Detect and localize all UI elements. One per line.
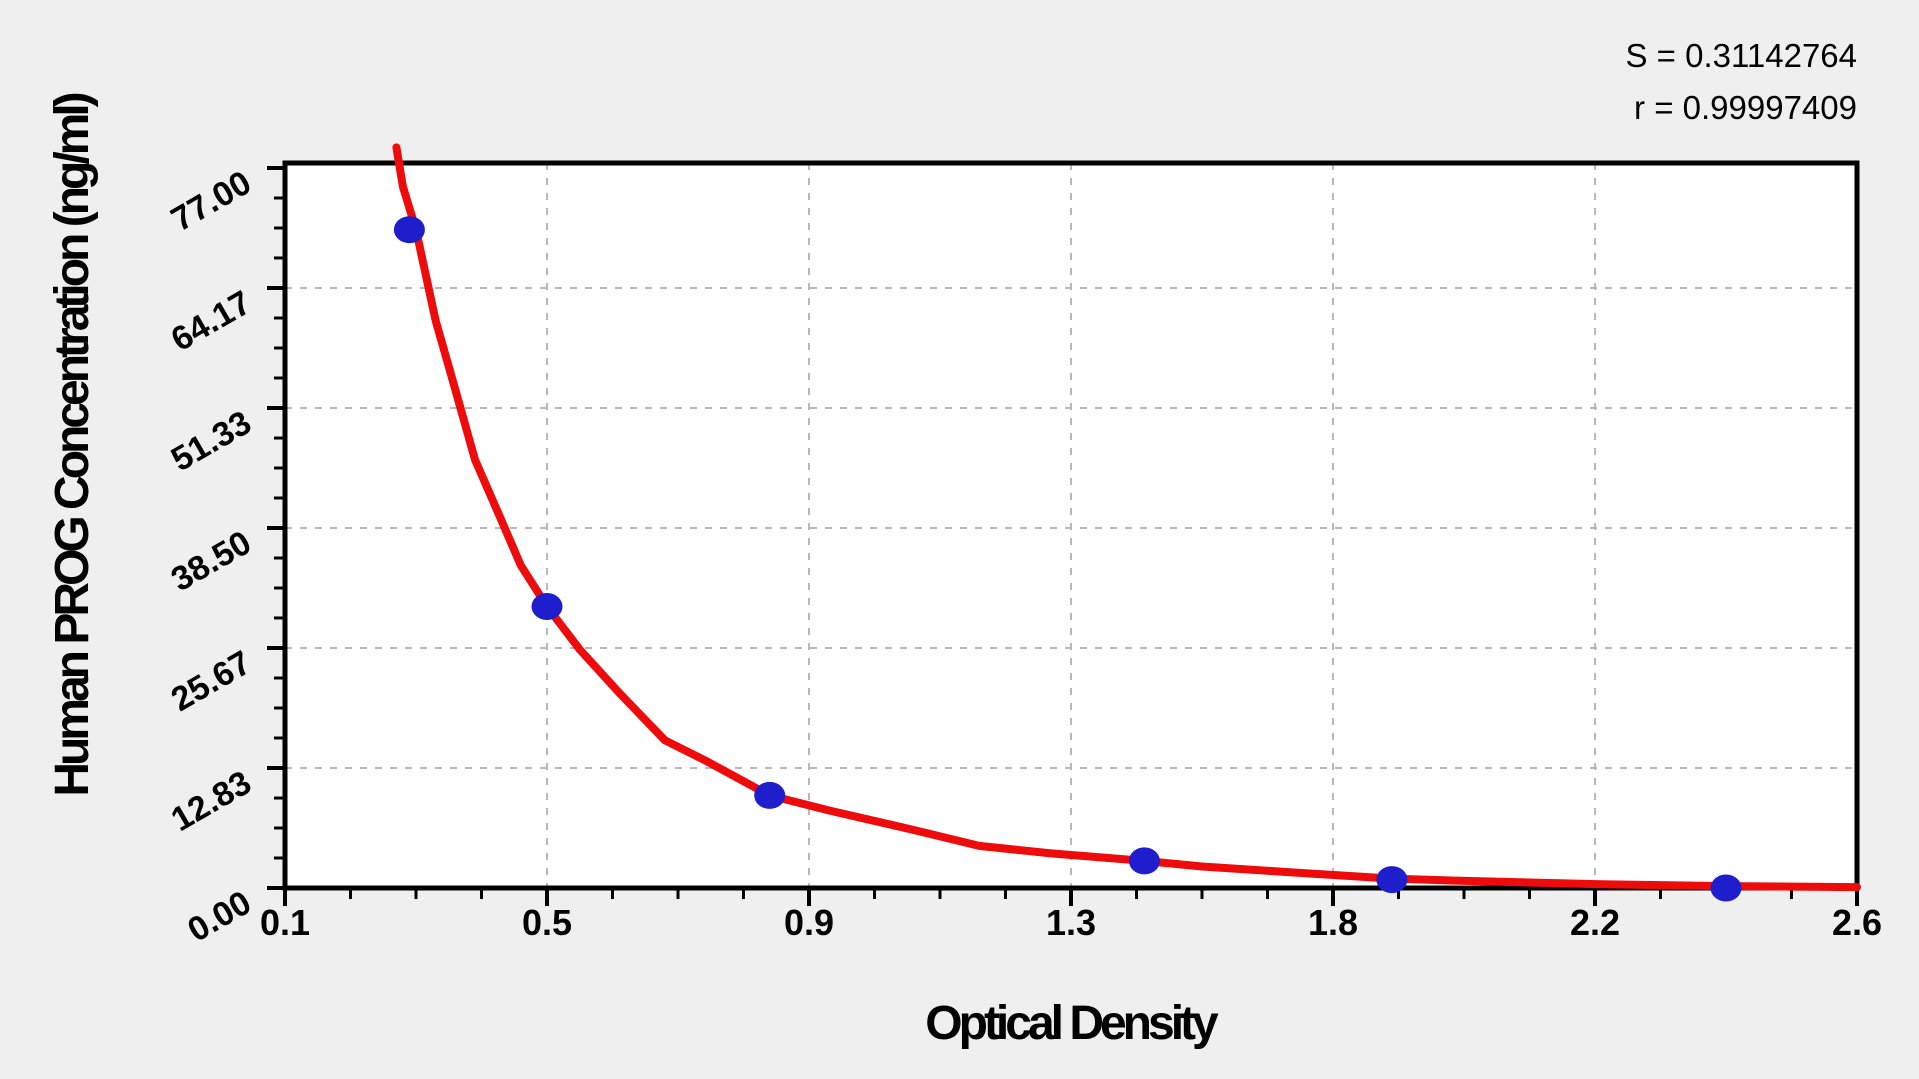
y-axis-title: Human PROG Concentration (ng/ml) xyxy=(46,95,99,797)
standard-data-point xyxy=(1128,847,1160,875)
x-tick-label: 0.9 xyxy=(783,902,835,943)
x-tick-label: 1.8 xyxy=(1307,902,1359,943)
x-tick-label: 2.6 xyxy=(1831,902,1883,943)
x-tick-label: 1.3 xyxy=(1045,902,1097,943)
standard-data-point xyxy=(1710,874,1742,902)
fit-statistics: S = 0.31142764 r = 0.99997409 xyxy=(1625,30,1857,134)
x-tick-label: 0.5 xyxy=(521,902,573,943)
standard-data-point xyxy=(754,781,786,809)
x-tick-label: 0.1 xyxy=(259,902,311,943)
standard-data-point xyxy=(531,593,563,620)
x-tick-label: 2.2 xyxy=(1569,902,1621,943)
fit-statistic-r: r = 0.99997409 xyxy=(1634,89,1857,126)
fit-statistic-s: S = 0.31142764 xyxy=(1625,37,1857,74)
x-axis-title: Optical Density xyxy=(925,997,1218,1050)
standard-data-point xyxy=(393,216,425,244)
standard-data-point xyxy=(1376,866,1408,894)
